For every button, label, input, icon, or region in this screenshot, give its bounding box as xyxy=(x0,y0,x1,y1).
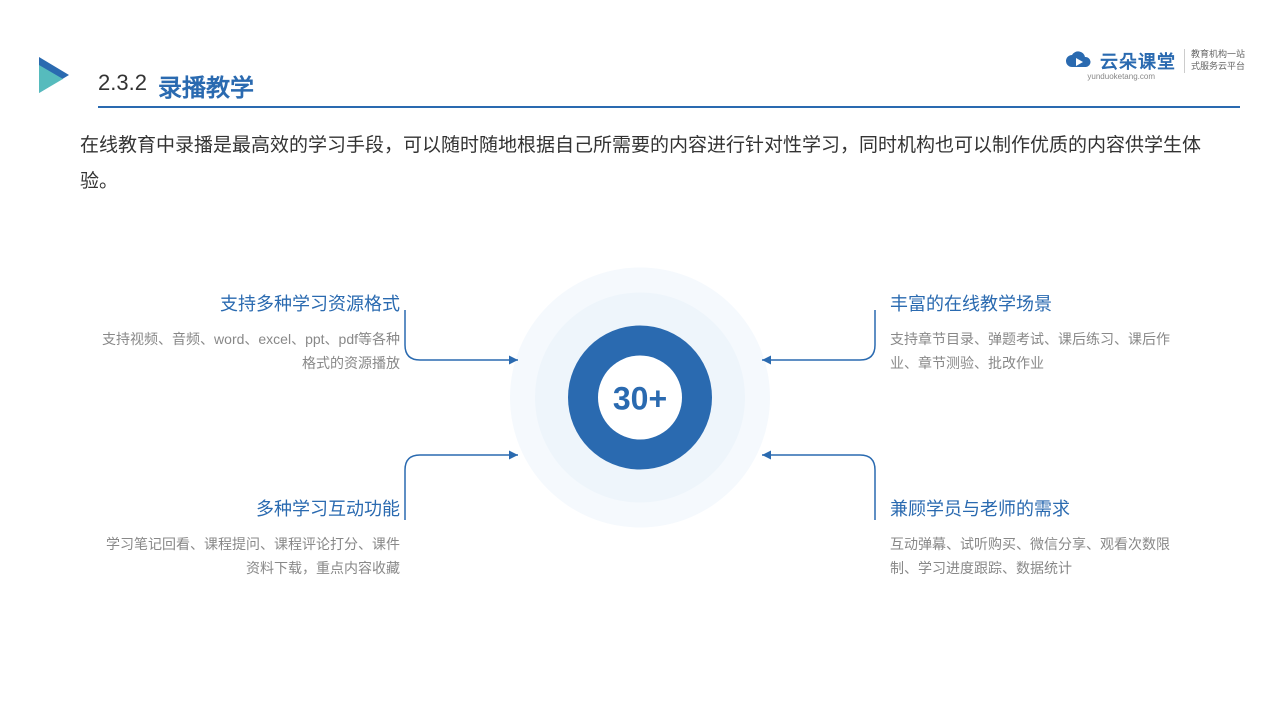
intro-paragraph: 在线教育中录播是最高效的学习手段，可以随时随地根据自己所需要的内容进行针对性学习… xyxy=(80,128,1220,200)
slide-header: 2.3.2 录播教学 云朵课堂 教育机构一站 式服务云平台 yunduoketa… xyxy=(0,30,1280,100)
feature-desc: 互动弹幕、试听购买、微信分享、观看次数限制、学习进度跟踪、数据统计 xyxy=(890,533,1190,581)
logo: 云朵课堂 教育机构一站 式服务云平台 xyxy=(1064,48,1245,74)
feature-bottom-right: 兼顾学员与老师的需求 互动弹幕、试听购买、微信分享、观看次数限制、学习进度跟踪、… xyxy=(890,495,1190,581)
logo-text: 云朵课堂 xyxy=(1100,48,1176,74)
play-icon xyxy=(35,55,77,102)
feature-top-right: 丰富的在线教学场景 支持章节目录、弹题考试、课后练习、课后作业、章节测验、批改作… xyxy=(890,290,1190,376)
feature-desc: 支持章节目录、弹题考试、课后练习、课后作业、章节测验、批改作业 xyxy=(890,328,1190,376)
center-circle: 30+ xyxy=(500,258,780,543)
feature-bottom-left: 多种学习互动功能 学习笔记回看、课程提问、课程评论打分、课件资料下载，重点内容收… xyxy=(100,495,400,581)
logo-subtext: yunduoketang.com xyxy=(1087,72,1155,81)
title-underline xyxy=(98,106,1240,108)
feature-title: 多种学习互动功能 xyxy=(100,495,400,521)
feature-title: 丰富的在线教学场景 xyxy=(890,290,1190,316)
feature-desc: 支持视频、音频、word、excel、ppt、pdf等各种格式的资源播放 xyxy=(100,328,400,376)
feature-top-left: 支持多种学习资源格式 支持视频、音频、word、excel、ppt、pdf等各种… xyxy=(100,290,400,376)
cloud-icon xyxy=(1064,51,1092,71)
section-title: 录播教学 xyxy=(158,68,254,103)
feature-title: 兼顾学员与老师的需求 xyxy=(890,495,1190,521)
section-number: 2.3.2 xyxy=(98,70,147,96)
feature-desc: 学习笔记回看、课程提问、课程评论打分、课件资料下载，重点内容收藏 xyxy=(100,533,400,581)
center-value: 30+ xyxy=(613,381,667,417)
feature-title: 支持多种学习资源格式 xyxy=(100,290,400,316)
logo-tagline: 教育机构一站 式服务云平台 xyxy=(1184,49,1245,72)
